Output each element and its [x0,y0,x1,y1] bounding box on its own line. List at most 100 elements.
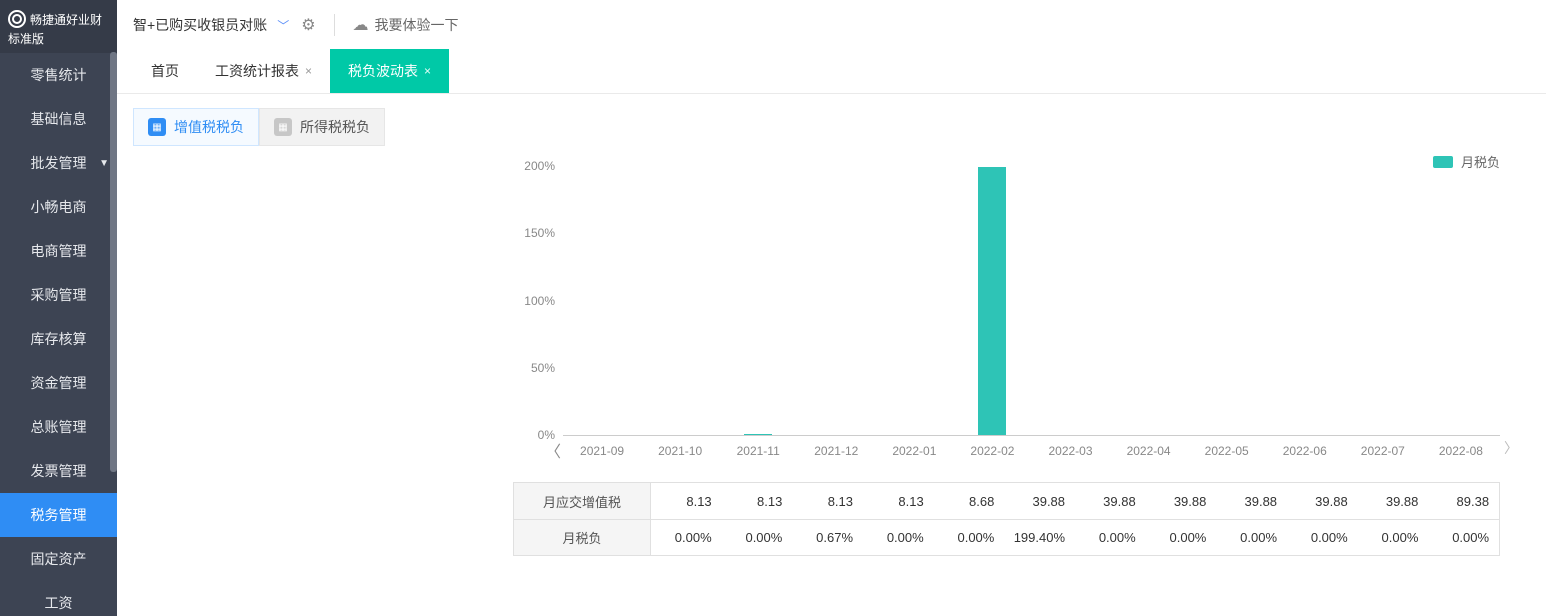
sidebar-item-label: 资金管理 [31,373,87,393]
page-tab[interactable]: 税负波动表× [330,49,449,93]
workspace-selector[interactable]: 智+已购买收银员对账 ﹀ [133,15,289,35]
table-cell: 39.88 [1287,483,1358,519]
table-cell: 39.88 [1358,483,1429,519]
chart-xtick-label: 2022-05 [1188,436,1266,458]
table-cell: 0.00% [1216,520,1287,555]
table-cell: 0.00% [651,520,722,555]
bar-cell [1188,166,1266,435]
table-cell: 0.00% [863,520,934,555]
workspace-name: 智+已购买收银员对账 [133,15,267,35]
bar-cell [875,166,953,435]
tab-label: 首页 [151,61,179,81]
table-cell: 39.88 [1004,483,1075,519]
sidebar-item[interactable]: 基础信息 [0,97,117,141]
subtab-label: 所得税税负 [300,117,370,137]
page-tabs: 首页工资统计报表×税负波动表× [117,50,1546,94]
chevron-down-icon: ▼ [99,158,109,169]
bar-cell [1110,166,1188,435]
chat-icon: ☁ [353,15,369,35]
sub-tabs: ▦ 增值税税负 ▦ 所得税税负 [133,108,1530,146]
subtab-icon: ▦ [148,118,166,136]
bar-cell [1031,166,1109,435]
sidebar-item-label: 基础信息 [31,109,87,129]
page-tab[interactable]: 工资统计报表 × [197,49,330,93]
sidebar-item[interactable]: 小畅电商 [0,185,117,229]
table-row-head: 月税负 [514,520,651,555]
table-cell: 8.13 [651,483,722,519]
chart-xtick-label: 2022-04 [1110,436,1188,458]
sidebar-item[interactable]: 采购管理 [0,273,117,317]
brand-title: 畅捷通好业财 [30,11,102,28]
tab-label: 工资统计报表 [215,61,299,81]
chart-xtick-label: 2022-02 [953,436,1031,458]
table-row-cells: 8.138.138.138.138.6839.8839.8839.8839.88… [651,483,1499,519]
sidebar-item-label: 固定资产 [31,549,87,569]
sidebar-item[interactable]: 库存核算 [0,317,117,361]
table-cell: 199.40% [1004,520,1075,555]
table-row-cells: 0.00%0.00%0.67%0.00%0.00%199.40%0.00%0.0… [651,520,1499,555]
data-table: 月应交增值税8.138.138.138.138.6839.8839.8839.8… [513,482,1500,556]
sidebar-item-label: 工资 [45,593,73,613]
brand-block: 畅捷通好业财 标准版 [0,0,117,53]
bar-cell [1344,166,1422,435]
bar-cell [1266,166,1344,435]
chart-bar[interactable] [978,167,1006,435]
sidebar-item[interactable]: 发票管理 [0,449,117,493]
close-icon[interactable]: × [305,64,312,78]
chart-xtick-label: 2021-12 [797,436,875,458]
chart-xtick-label: 2021-09 [563,436,641,458]
sidebar-item[interactable]: 工资 [0,581,117,616]
chart-bar[interactable] [744,434,772,435]
table-cell: 8.13 [863,483,934,519]
chart-plot: 0%50%100%150%200% [563,166,1500,436]
chart-bars [563,166,1500,435]
page-tab[interactable]: 首页 [133,49,197,93]
bar-cell [797,166,875,435]
try-it-link[interactable]: ☁ 我要体验一下 [353,15,459,35]
page-content: ▦ 增值税税负 ▦ 所得税税负 月税负 0%50%100%150%200% 〈 〉 2… [117,94,1546,616]
bar-cell [953,166,1031,435]
table-cell: 39.88 [1146,483,1217,519]
chart-xaxis: 2021-092021-102021-112021-122022-012022-… [563,436,1500,458]
sidebar-item[interactable]: 电商管理 [0,229,117,273]
gear-icon[interactable]: ⚙ [301,15,315,35]
sidebar-item[interactable]: 总账管理 [0,405,117,449]
sidebar-scrollbar-thumb[interactable] [110,52,117,472]
chart-xtick-label: 2022-06 [1266,436,1344,458]
table-cell: 8.13 [792,483,863,519]
chart-ytick-label: 200% [524,159,555,173]
table-cell: 89.38 [1428,483,1499,519]
sidebar-item[interactable]: 批发管理 ▼ [0,141,117,185]
sidebar-item[interactable]: 零售统计 [0,53,117,97]
topbar-divider [334,14,335,36]
sub-tab[interactable]: ▦ 所得税税负 [259,108,385,146]
table-cell: 0.00% [1428,520,1499,555]
sidebar-item[interactable]: 固定资产 [0,537,117,581]
chart-xtick-label: 2022-03 [1031,436,1109,458]
chart-wrap: 月税负 0%50%100%150%200% 〈 〉 2021-092021-10… [133,146,1530,616]
table-cell: 0.67% [792,520,863,555]
table-cell: 0.00% [1146,520,1217,555]
chart-next-arrow-icon[interactable]: 〉 [1504,438,1518,458]
table-cell: 39.88 [1216,483,1287,519]
chart-ytick-label: 100% [524,294,555,308]
sidebar-item[interactable]: 资金管理 [0,361,117,405]
subtab-icon: ▦ [274,118,292,136]
close-icon[interactable]: × [424,64,431,78]
bar-cell [719,166,797,435]
sidebar-scrollbar-track[interactable] [110,52,117,572]
subtab-label: 增值税税负 [174,117,244,137]
table-cell: 8.13 [722,483,793,519]
table-row-head: 月应交增值税 [514,483,651,519]
sidebar-item-label: 批发管理 [31,153,87,173]
sub-tab[interactable]: ▦ 增值税税负 [133,108,259,146]
table-cell: 0.00% [722,520,793,555]
sidebar-item[interactable]: 税务管理 [0,493,117,537]
sidebar-item-label: 总账管理 [31,417,87,437]
table-cell: 0.00% [934,520,1005,555]
table-cell: 0.00% [1287,520,1358,555]
chart-prev-arrow-icon[interactable]: 〈 [545,438,561,462]
sidebar: 畅捷通好业财 标准版 零售统计基础信息批发管理 ▼ 小畅电商电商管理采购管理库存核算… [0,0,117,616]
try-it-label: 我要体验一下 [375,15,459,35]
sidebar-item-label: 小畅电商 [31,197,87,217]
